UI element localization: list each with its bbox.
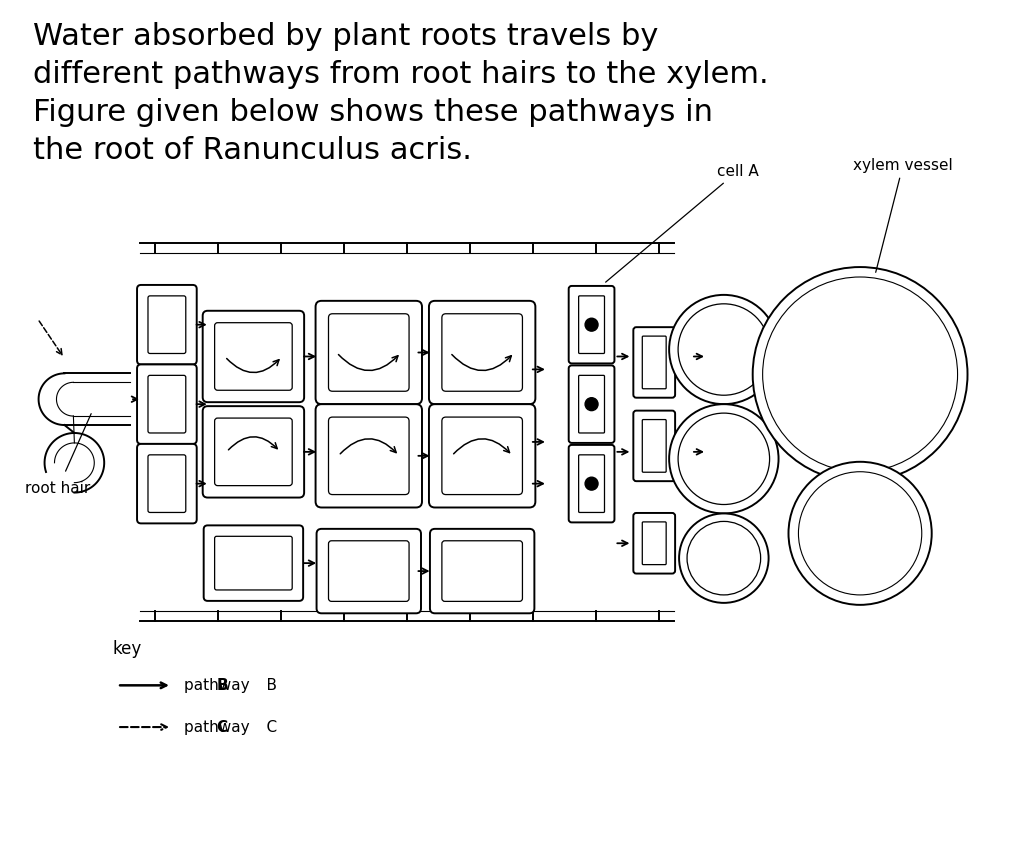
FancyBboxPatch shape — [633, 327, 675, 398]
FancyBboxPatch shape — [316, 529, 421, 613]
Circle shape — [799, 472, 922, 595]
FancyBboxPatch shape — [579, 375, 604, 433]
FancyBboxPatch shape — [579, 295, 604, 354]
FancyBboxPatch shape — [442, 314, 522, 391]
FancyBboxPatch shape — [633, 513, 675, 574]
Circle shape — [687, 521, 761, 595]
FancyBboxPatch shape — [215, 536, 292, 590]
FancyBboxPatch shape — [215, 323, 292, 390]
FancyBboxPatch shape — [203, 406, 304, 497]
FancyBboxPatch shape — [148, 454, 185, 513]
FancyBboxPatch shape — [568, 445, 614, 522]
Text: Water absorbed by plant roots travels by
different pathways from root hairs to t: Water absorbed by plant roots travels by… — [33, 21, 768, 165]
Text: B: B — [217, 678, 228, 693]
FancyBboxPatch shape — [148, 375, 185, 433]
FancyBboxPatch shape — [579, 454, 604, 513]
Text: C: C — [217, 720, 227, 734]
FancyBboxPatch shape — [329, 314, 409, 391]
FancyBboxPatch shape — [442, 541, 522, 601]
Text: xylem vessel: xylem vessel — [853, 158, 953, 272]
Text: key: key — [113, 639, 141, 657]
Circle shape — [753, 267, 968, 482]
Text: cell A: cell A — [605, 163, 759, 282]
Circle shape — [678, 413, 770, 504]
FancyBboxPatch shape — [137, 364, 197, 444]
Circle shape — [679, 514, 769, 603]
Circle shape — [669, 405, 778, 514]
FancyBboxPatch shape — [137, 285, 197, 364]
FancyBboxPatch shape — [329, 417, 409, 495]
Text: pathway     B: pathway B — [183, 678, 276, 693]
Text: root hair: root hair — [25, 481, 90, 497]
FancyBboxPatch shape — [429, 405, 536, 508]
FancyBboxPatch shape — [315, 301, 422, 405]
FancyBboxPatch shape — [215, 418, 292, 485]
FancyBboxPatch shape — [642, 522, 667, 564]
FancyBboxPatch shape — [430, 529, 535, 613]
FancyBboxPatch shape — [203, 311, 304, 402]
FancyBboxPatch shape — [568, 365, 614, 443]
FancyBboxPatch shape — [329, 541, 409, 601]
FancyBboxPatch shape — [642, 336, 667, 389]
Circle shape — [585, 398, 598, 411]
FancyBboxPatch shape — [148, 295, 185, 354]
Circle shape — [585, 318, 598, 331]
Circle shape — [585, 478, 598, 490]
Circle shape — [678, 304, 770, 395]
Circle shape — [788, 462, 932, 605]
FancyBboxPatch shape — [315, 405, 422, 508]
FancyBboxPatch shape — [204, 526, 303, 601]
Text: pathway     C: pathway C — [183, 720, 276, 734]
FancyBboxPatch shape — [137, 444, 197, 523]
FancyBboxPatch shape — [568, 286, 614, 363]
Circle shape — [669, 295, 778, 405]
Circle shape — [763, 277, 957, 472]
FancyBboxPatch shape — [429, 301, 536, 405]
FancyBboxPatch shape — [642, 419, 667, 472]
FancyBboxPatch shape — [442, 417, 522, 495]
FancyBboxPatch shape — [633, 411, 675, 481]
